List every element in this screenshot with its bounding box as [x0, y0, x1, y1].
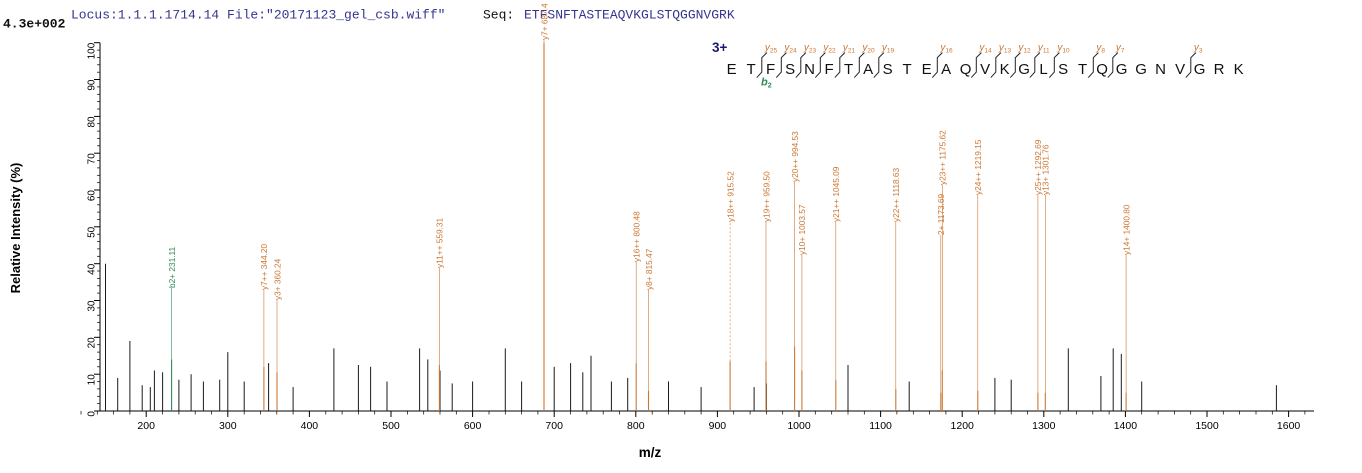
svg-text:m/z: m/z	[639, 445, 662, 460]
svg-text:T: T	[747, 61, 756, 78]
svg-text:y25: y25	[764, 43, 778, 55]
svg-text:T: T	[844, 61, 853, 78]
svg-text:y13+ 1301.76: y13+ 1301.76	[1041, 144, 1051, 195]
svg-text:500: 500	[382, 420, 400, 432]
svg-text:y11++ 559.31: y11++ 559.31	[435, 217, 445, 268]
svg-text:y18++ 915.52: y18++ 915.52	[725, 171, 735, 222]
svg-text:N: N	[1155, 61, 1166, 78]
svg-text:Relative Intensity (%): Relative Intensity (%)	[8, 163, 23, 294]
svg-text:1500: 1500	[1195, 420, 1219, 432]
svg-text:y10+ 1003.57: y10+ 1003.57	[797, 204, 807, 255]
svg-text:y7+ 687.4: y7+ 687.4	[539, 3, 549, 40]
svg-text:y16: y16	[939, 43, 953, 55]
svg-text:A: A	[941, 61, 951, 78]
svg-text:700: 700	[545, 420, 563, 432]
svg-text:G: G	[1135, 61, 1147, 78]
svg-text:100: 100	[87, 42, 98, 59]
svg-text:70: 70	[87, 153, 98, 165]
svg-text:y23: y23	[803, 43, 817, 55]
svg-text:b2+ 231.11: b2+ 231.11	[167, 246, 177, 288]
svg-text:y16++ 800.48: y16++ 800.48	[632, 211, 642, 262]
svg-text:1400: 1400	[1114, 420, 1138, 432]
svg-text:Q: Q	[1096, 61, 1108, 78]
svg-text:3+: 3+	[712, 40, 728, 55]
svg-text:y19++ 959.50: y19++ 959.50	[761, 171, 771, 222]
svg-text:K: K	[1000, 61, 1010, 78]
svg-text:E: E	[727, 61, 737, 78]
svg-text:V: V	[980, 61, 990, 78]
svg-text:1600: 1600	[1277, 420, 1301, 432]
svg-text:30: 30	[87, 300, 98, 312]
svg-text:1100: 1100	[869, 420, 892, 432]
svg-text:y14: y14	[978, 43, 992, 55]
svg-text:V: V	[1175, 61, 1185, 78]
svg-text:y23++ 1175.62: y23++ 1175.62	[938, 130, 948, 185]
svg-text:y7: y7	[1115, 43, 1125, 55]
svg-text:G: G	[1116, 61, 1128, 78]
svg-text:T: T	[903, 61, 912, 78]
svg-text:0: 0	[87, 411, 98, 417]
svg-text:200: 200	[137, 420, 155, 432]
svg-text:y21++ 1045.09: y21++ 1045.09	[831, 166, 841, 222]
svg-text:y20++ 994.53: y20++ 994.53	[790, 131, 800, 182]
svg-text:y24: y24	[783, 43, 797, 55]
svg-text:y22++ 1118.63: y22++ 1118.63	[891, 167, 901, 222]
svg-text:y21: y21	[842, 43, 856, 55]
svg-text:y22: y22	[822, 43, 836, 55]
svg-text:1300: 1300	[1032, 420, 1056, 432]
svg-text:1200: 1200	[951, 420, 975, 432]
svg-text:T: T	[1078, 61, 1087, 78]
svg-text:S: S	[883, 61, 893, 78]
svg-text:20: 20	[87, 337, 98, 349]
svg-text:y3+ 360.24: y3+ 360.24	[272, 258, 282, 300]
svg-text:90: 90	[87, 79, 98, 91]
svg-text:S: S	[785, 61, 795, 78]
svg-text:y3: y3	[1193, 43, 1203, 55]
svg-text:10: 10	[87, 374, 98, 386]
svg-text:60: 60	[87, 190, 98, 202]
svg-text:F: F	[766, 61, 775, 78]
svg-text:y8+ 815.47: y8+ 815.47	[644, 248, 654, 290]
svg-text:ETFSNFTASTEAQVKGLSTQGGNVGRK: ETFSNFTASTEAQVKGLSTQGGNVGRK	[524, 8, 735, 23]
svg-text:y24++ 1219.15: y24++ 1219.15	[973, 139, 983, 195]
svg-text:y10: y10	[1056, 43, 1070, 55]
svg-text:F: F	[825, 61, 834, 78]
svg-text:A: A	[863, 61, 873, 78]
svg-text:y7++ 344.20: y7++ 344.20	[259, 243, 269, 290]
svg-text:y11: y11	[1037, 43, 1050, 55]
svg-text:y20: y20	[861, 43, 875, 55]
svg-text:2+ 1173.69: 2+ 1173.69	[936, 193, 946, 235]
svg-text:R: R	[1214, 61, 1225, 78]
svg-text:400: 400	[301, 420, 319, 432]
svg-text:Locus:1.1.1.1714.14 File:"2017: Locus:1.1.1.1714.14 File:"20171123_gel_c…	[71, 8, 445, 23]
svg-text:300: 300	[219, 420, 237, 432]
svg-text:600: 600	[464, 420, 482, 432]
svg-text:800: 800	[627, 420, 645, 432]
svg-text:y13: y13	[998, 43, 1012, 55]
svg-text:Q: Q	[960, 61, 972, 78]
svg-text:80: 80	[87, 116, 98, 128]
svg-text:50: 50	[87, 226, 98, 238]
svg-text:900: 900	[709, 420, 727, 432]
svg-text:b2: b2	[761, 76, 772, 89]
svg-text:L: L	[1039, 61, 1047, 78]
svg-text:4.3e+002: 4.3e+002	[3, 17, 66, 32]
svg-text:Seq:: Seq:	[483, 8, 514, 23]
svg-text:K: K	[1234, 61, 1244, 78]
svg-text:N: N	[804, 61, 815, 78]
svg-text:y19: y19	[881, 43, 895, 55]
svg-text:40: 40	[87, 263, 98, 275]
svg-text:y14+ 1400.80: y14+ 1400.80	[1121, 204, 1131, 255]
svg-text:y8: y8	[1095, 43, 1105, 55]
svg-text:E: E	[922, 61, 932, 78]
svg-text:y12: y12	[1017, 43, 1031, 55]
svg-text:S: S	[1058, 61, 1068, 78]
svg-text:G: G	[1194, 61, 1206, 78]
svg-text:1000: 1000	[787, 420, 811, 432]
svg-text:G: G	[1018, 61, 1030, 78]
